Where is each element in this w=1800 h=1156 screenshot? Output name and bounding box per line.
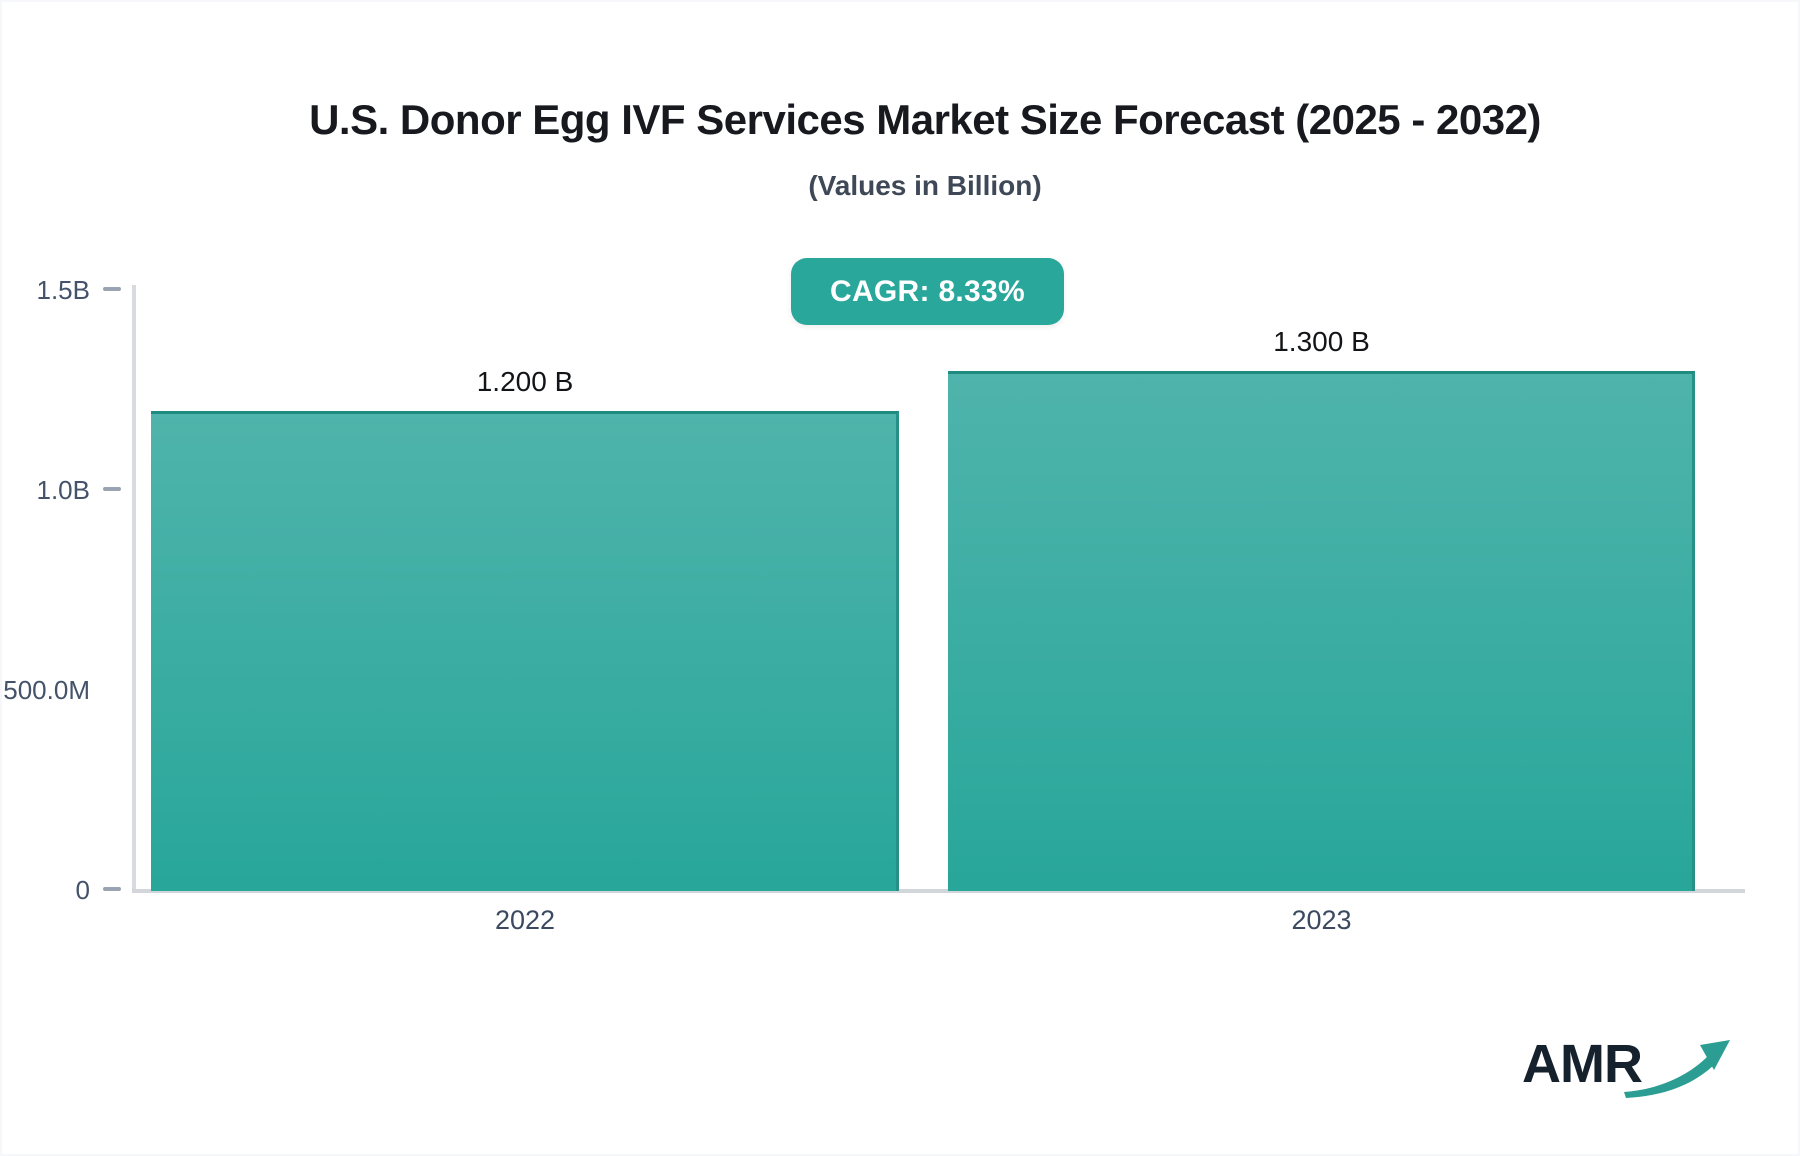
y-axis-tick	[103, 487, 121, 491]
y-axis-tick-label: 0	[75, 875, 90, 905]
bar-2022	[151, 411, 899, 891]
y-axis-line	[132, 285, 136, 893]
bar-value-label: 1.300 B	[1273, 326, 1370, 357]
brand-logo-text: AMR	[1522, 1034, 1643, 1094]
chart-title: U.S. Donor Egg IVF Services Market Size …	[309, 96, 1541, 143]
brand-arrow-icon	[1623, 1040, 1730, 1098]
bar-2023	[948, 371, 1695, 891]
y-axis-tick	[103, 287, 121, 291]
y-axis-tick	[103, 887, 121, 891]
x-axis-label: 2023	[1291, 905, 1352, 935]
cagr-badge: CAGR: 8.33%	[791, 258, 1064, 325]
chart-subtitle: (Values in Billion)	[808, 170, 1042, 201]
y-axis-tick-label: 1.0B	[36, 475, 91, 505]
x-axis-line	[132, 889, 1745, 893]
x-axis-label: 2022	[494, 905, 556, 935]
y-axis-tick-label: 500.0M	[3, 675, 90, 705]
bar-value-label: 1.200 B	[476, 366, 574, 397]
y-axis-tick-label: 1.5B	[36, 275, 91, 305]
brand-logo: AMR	[1522, 1028, 1738, 1100]
